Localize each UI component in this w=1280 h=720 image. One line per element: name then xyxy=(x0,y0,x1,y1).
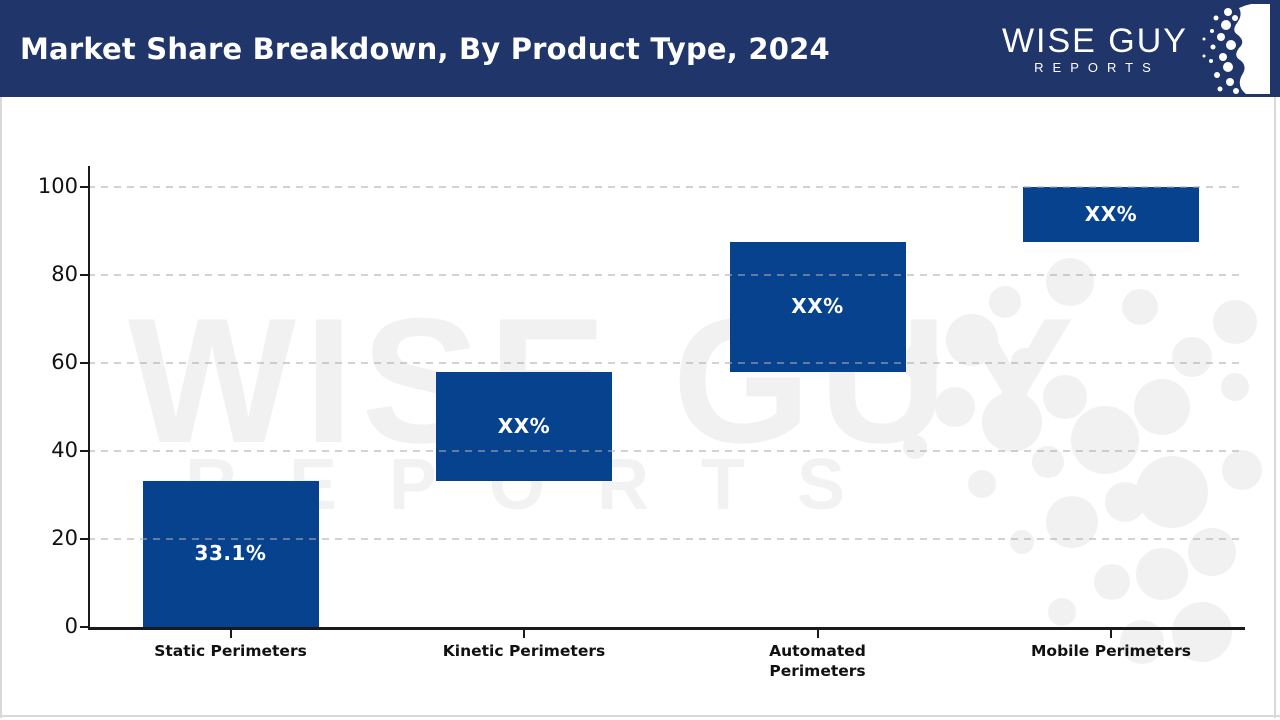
x-axis-spine xyxy=(88,627,1245,630)
y-axis-tick xyxy=(80,274,88,276)
x-tick-label: Kinetic Perimeters xyxy=(442,642,606,660)
x-axis-tick xyxy=(229,630,232,638)
logo-text: WISE GUY REPORTS xyxy=(1002,24,1188,74)
x-tick-label: Automated Perimeters xyxy=(769,642,866,681)
y-axis-tick xyxy=(80,450,88,452)
y-tick-label: 80 xyxy=(51,262,78,286)
y-tick-label: 100 xyxy=(37,174,78,198)
y-axis-tick xyxy=(80,626,88,628)
x-tick-label: Static Perimeters xyxy=(154,642,307,660)
page-title: Market Share Breakdown, By Product Type,… xyxy=(20,31,830,66)
y-axis-tick xyxy=(80,538,88,540)
x-axis-tick xyxy=(523,630,525,638)
frame-border-right xyxy=(1274,97,1276,718)
gridline xyxy=(88,186,1245,188)
frame-border-bottom xyxy=(0,715,1280,717)
header-bar: Market Share Breakdown, By Product Type,… xyxy=(0,0,1280,97)
gridline xyxy=(88,538,1245,540)
x-tick-label: Mobile Perimeters xyxy=(1031,642,1191,660)
bar-value-label: XX% xyxy=(791,294,844,318)
gridline xyxy=(88,450,1245,452)
y-tick-label: 40 xyxy=(51,438,78,462)
bar xyxy=(436,371,612,482)
y-tick-label: 60 xyxy=(51,350,78,374)
bar xyxy=(142,481,319,627)
bar-value-label: XX% xyxy=(497,413,551,438)
y-tick-label: 20 xyxy=(51,526,78,550)
bar xyxy=(1023,187,1199,242)
x-axis-tick xyxy=(1110,630,1112,638)
y-tick-label: 0 xyxy=(64,614,78,638)
frame-border-left xyxy=(0,97,2,718)
logo: WISE GUY REPORTS xyxy=(1002,0,1272,97)
x-axis-tick xyxy=(816,630,819,638)
y-axis-spine xyxy=(88,166,90,630)
bar xyxy=(729,242,906,372)
logo-subtext: REPORTS xyxy=(1034,59,1160,75)
bar-value-label: XX% xyxy=(1084,202,1138,226)
logo-wordmark: WISE GUY xyxy=(1001,21,1188,60)
y-axis-tick xyxy=(80,186,88,188)
bar-value-label: 33.1% xyxy=(194,541,267,566)
gridline xyxy=(88,274,1245,276)
gridline xyxy=(88,362,1245,364)
logo-head-icon xyxy=(1202,3,1270,94)
y-axis-tick xyxy=(80,362,88,364)
